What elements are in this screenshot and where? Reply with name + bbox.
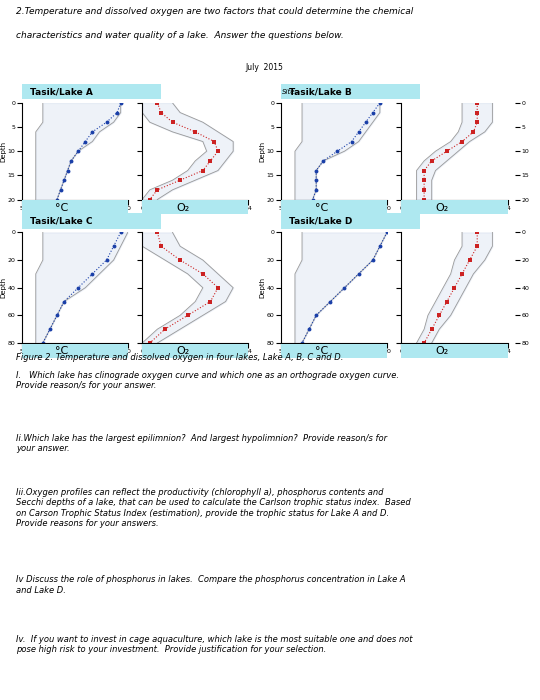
- Y-axis label: Depth: Depth: [259, 277, 265, 298]
- Text: Tasik/Lake B: Tasik/Lake B: [289, 88, 352, 96]
- Text: Tasik/Lake D: Tasik/Lake D: [289, 217, 353, 225]
- Text: Ii.Which lake has the largest epilimnion?  And largest hypolimnion?  Provide rea: Ii.Which lake has the largest epilimnion…: [16, 434, 387, 454]
- Text: Figure 2. Temperature and dissolved oxygen in four lakes, Lake A, B, C and D.: Figure 2. Temperature and dissolved oxyg…: [16, 354, 343, 362]
- Text: Iii.Oxygen profiles can reflect the productivity (chlorophyll a), phosphorus con: Iii.Oxygen profiles can reflect the prod…: [16, 488, 411, 528]
- Y-axis label: Depth: Depth: [259, 141, 265, 162]
- Text: O₂: O₂: [176, 203, 189, 213]
- Text: O₂: O₂: [435, 203, 448, 213]
- Text: °C: °C: [314, 203, 328, 213]
- Text: Iv.  If you want to invest in cage aquaculture, which lake is the most suitable : Iv. If you want to invest in cage aquacu…: [16, 635, 413, 654]
- Text: I.   Which lake has clinograde oxygen curve and which one as an orthograde oxyge: I. Which lake has clinograde oxygen curv…: [16, 371, 399, 391]
- Text: O₂: O₂: [435, 346, 448, 356]
- Text: Site: Site: [282, 89, 295, 95]
- Text: Tasik/Lake C: Tasik/Lake C: [30, 217, 92, 225]
- Text: O₂: O₂: [176, 346, 189, 356]
- Text: Tasik/Lake A: Tasik/Lake A: [30, 88, 93, 96]
- Text: 2.Temperature and dissolved oxygen are two factors that could determine the chem: 2.Temperature and dissolved oxygen are t…: [16, 7, 414, 16]
- Y-axis label: Depth: Depth: [0, 277, 6, 298]
- Text: °C: °C: [55, 203, 69, 213]
- Text: °C: °C: [55, 346, 69, 356]
- Y-axis label: Depth: Depth: [0, 141, 6, 162]
- Text: July  2015: July 2015: [246, 63, 284, 71]
- Text: characteristics and water quality of a lake.  Answer the questions below.: characteristics and water quality of a l…: [16, 31, 344, 40]
- Text: °C: °C: [314, 346, 328, 356]
- Text: Iv Discuss the role of phosphorus in lakes.  Compare the phosphorus concentratio: Iv Discuss the role of phosphorus in lak…: [16, 575, 406, 595]
